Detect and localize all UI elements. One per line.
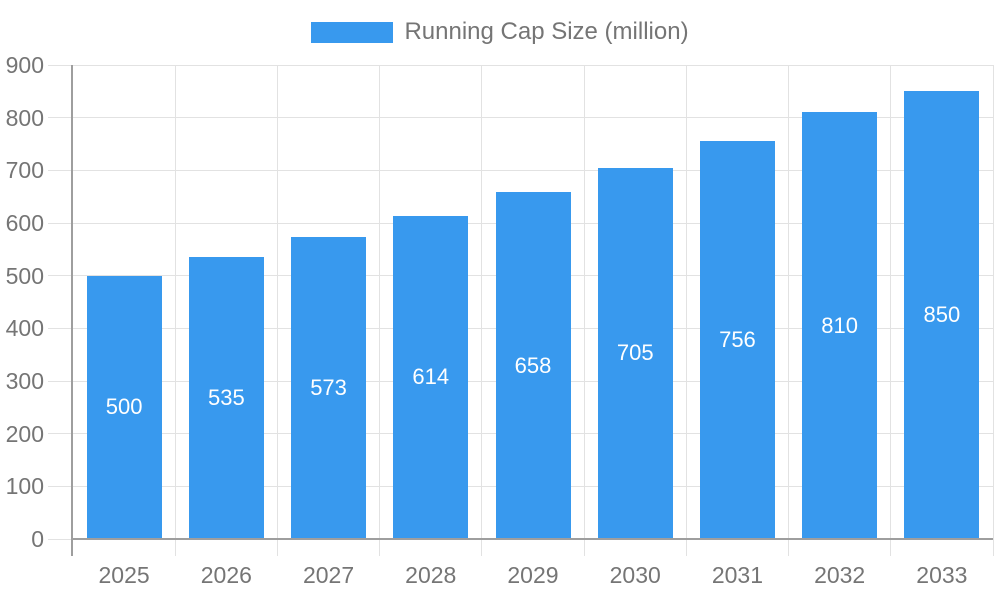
x-axis-tick-label: 2026 (200, 562, 252, 588)
bar-value-label: 535 (207, 385, 245, 411)
x-gridline (890, 65, 892, 556)
bar[interactable] (495, 192, 571, 539)
x-axis-line (73, 538, 993, 540)
bar[interactable] (188, 257, 264, 539)
x-axis-tick-label: 2029 (507, 562, 559, 588)
bar[interactable] (291, 237, 367, 539)
x-axis-tick-label: 2031 (711, 562, 764, 588)
bar-value-label: 850 (923, 302, 961, 328)
bar-value-label: 810 (821, 312, 859, 338)
y-axis-tick-label: 700 (5, 157, 44, 184)
bar[interactable] (699, 140, 775, 539)
legend-label: Running Cap Size (million) (404, 18, 689, 45)
y-axis-tick-label: 300 (5, 368, 44, 394)
legend[interactable]: Running Cap Size (million) (0, 16, 1000, 48)
x-gridline (481, 65, 483, 556)
y-axis-tick-label: 500 (5, 262, 44, 289)
x-axis-tick-label: 2028 (405, 562, 457, 588)
y-gridline (48, 538, 73, 540)
y-gridline (48, 169, 993, 171)
y-axis-line (71, 65, 73, 556)
bar[interactable] (86, 275, 162, 539)
bar[interactable] (904, 91, 980, 539)
y-axis-tick-label: 400 (5, 315, 44, 342)
y-axis-tick-label: 900 (5, 52, 44, 78)
y-axis-tick-label: 800 (5, 104, 44, 131)
x-axis-tick-label: 2025 (98, 562, 150, 588)
x-gridline (276, 65, 278, 556)
x-gridline (174, 65, 176, 556)
x-gridline (379, 65, 381, 556)
x-axis-tick-label: 2030 (609, 562, 661, 588)
x-gridline (992, 65, 994, 556)
legend-swatch (311, 21, 394, 43)
bar[interactable] (597, 167, 673, 539)
y-axis-tick-label: 0 (31, 526, 44, 552)
y-axis-tick-label: 200 (5, 420, 44, 447)
y-axis-tick-label: 100 (5, 473, 44, 500)
y-axis-tick-label: 600 (5, 210, 44, 236)
y-gridline (48, 64, 993, 66)
bar[interactable] (802, 112, 878, 539)
x-axis-tick-label: 2027 (302, 562, 355, 588)
x-axis-tick-label: 2032 (814, 562, 866, 588)
bar-value-label: 500 (105, 394, 143, 420)
x-gridline (685, 65, 687, 556)
bar-value-label: 614 (412, 364, 450, 390)
bar-value-label: 756 (719, 326, 756, 352)
bar-value-label: 705 (616, 340, 654, 366)
bar-value-label: 573 (310, 375, 347, 401)
y-gridline (48, 117, 993, 119)
bar-value-label: 658 (514, 352, 552, 378)
x-gridline (583, 65, 585, 556)
bar[interactable] (393, 215, 469, 539)
x-gridline (788, 65, 790, 556)
x-axis-tick-label: 2033 (916, 562, 968, 588)
